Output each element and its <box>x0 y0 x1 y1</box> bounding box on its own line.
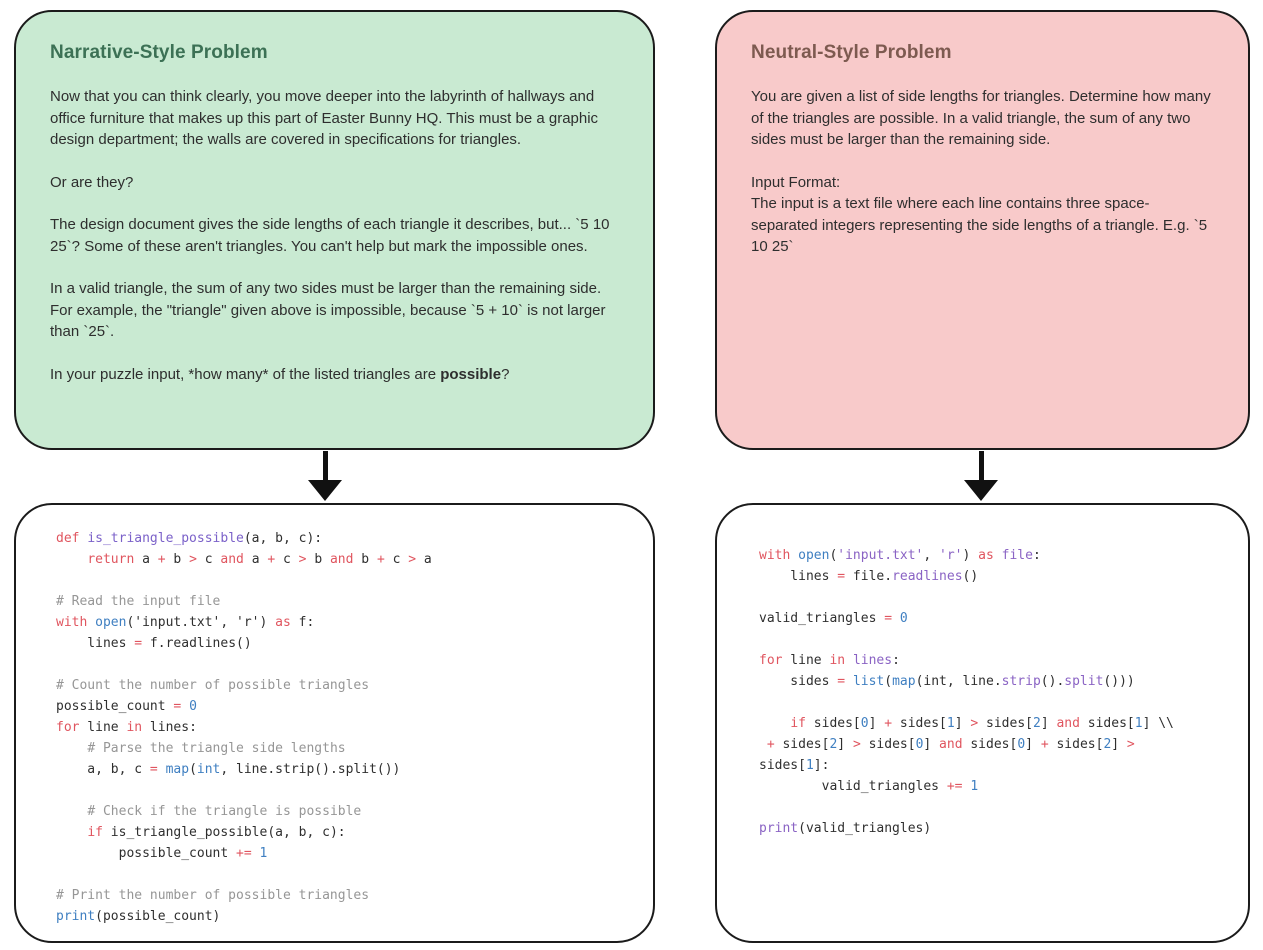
code-line: possible_count = 0 <box>56 699 197 714</box>
code-line <box>759 587 1206 608</box>
paragraph: In your puzzle input, *how many* of the … <box>50 365 510 383</box>
neutral-problem-panel: Neutral-Style Problem You are given a li… <box>715 10 1250 450</box>
code-line: if is_triangle_possible(a, b, c): <box>87 825 346 840</box>
code-line: for line in lines: <box>759 653 900 668</box>
code-line: for line in lines: <box>56 720 197 735</box>
code-line: if sides[0] + sides[1] > sides[2] and si… <box>790 716 1174 731</box>
code-line: # Check if the triangle is possible <box>87 804 362 819</box>
narrative-panel-title: Narrative-Style Problem <box>50 42 268 63</box>
code-line: print(valid_triangles) <box>759 821 932 836</box>
narrative-panel-body: Now that you can think clearly, you move… <box>50 86 619 385</box>
code-line: + sides[2] > sides[0] and sides[0] + sid… <box>766 737 1135 752</box>
paragraph: The design document gives the side lengt… <box>50 216 610 255</box>
neutral-panel-title: Neutral-Style Problem <box>751 42 952 63</box>
code-line: valid_triangles = 0 <box>759 611 908 626</box>
code-line: lines = f.readlines() <box>56 636 252 651</box>
arrow-head <box>964 480 998 501</box>
code-line: sides[1]: <box>759 758 830 773</box>
code-line: valid_triangles += 1 <box>759 779 979 794</box>
paragraph: Or are they? <box>50 173 134 191</box>
arrow-head <box>308 480 342 501</box>
code-line <box>759 629 1206 650</box>
code-line: # Read the input file <box>56 594 221 609</box>
code-line <box>56 864 613 885</box>
down-arrow-icon <box>964 451 998 501</box>
narrative-code-panel: def is_triangle_possible(a, b, c): retur… <box>14 503 655 943</box>
arrow-stem <box>978 451 984 480</box>
paragraph: You are given a list of side lengths for… <box>751 88 1211 148</box>
code-line <box>56 570 613 591</box>
code-line <box>759 692 1206 713</box>
paragraph: In a valid triangle, the sum of any two … <box>50 280 606 340</box>
code-line: with open('input.txt', 'r') as file: <box>759 548 1041 563</box>
code-line: print(possible_count) <box>56 909 221 924</box>
paragraph: Input Format: The input is a text file wh… <box>751 173 1208 256</box>
code-line: # Print the number of possible triangles <box>56 888 370 903</box>
code-line: # Parse the triangle side lengths <box>87 741 346 756</box>
code-line: lines = file.readlines() <box>759 569 979 584</box>
code-line: def is_triangle_possible(a, b, c): <box>56 531 323 546</box>
code-line <box>759 797 1206 818</box>
code-line: sides = list(map(int, line.strip().split… <box>759 674 1135 689</box>
code-line: # Count the number of possible triangles <box>56 678 370 693</box>
code-line: return a + b > c and a + c > b and b + c… <box>87 552 432 567</box>
down-arrow-icon <box>308 451 342 501</box>
paragraph: Now that you can think clearly, you move… <box>50 88 599 148</box>
code-line: possible_count += 1 <box>56 846 268 861</box>
code-line <box>56 780 613 801</box>
neutral-panel-body: You are given a list of side lengths for… <box>751 86 1214 258</box>
arrow-stem <box>322 451 328 480</box>
code-line: with open('input.txt', 'r') as f: <box>56 615 315 630</box>
neutral-code-panel: with open('input.txt', 'r') as file: lin… <box>715 503 1250 943</box>
code-line <box>56 654 613 675</box>
narrative-problem-panel: Narrative-Style Problem Now that you can… <box>14 10 655 450</box>
code-line: a, b, c = map(int, line.strip().split()) <box>56 762 401 777</box>
